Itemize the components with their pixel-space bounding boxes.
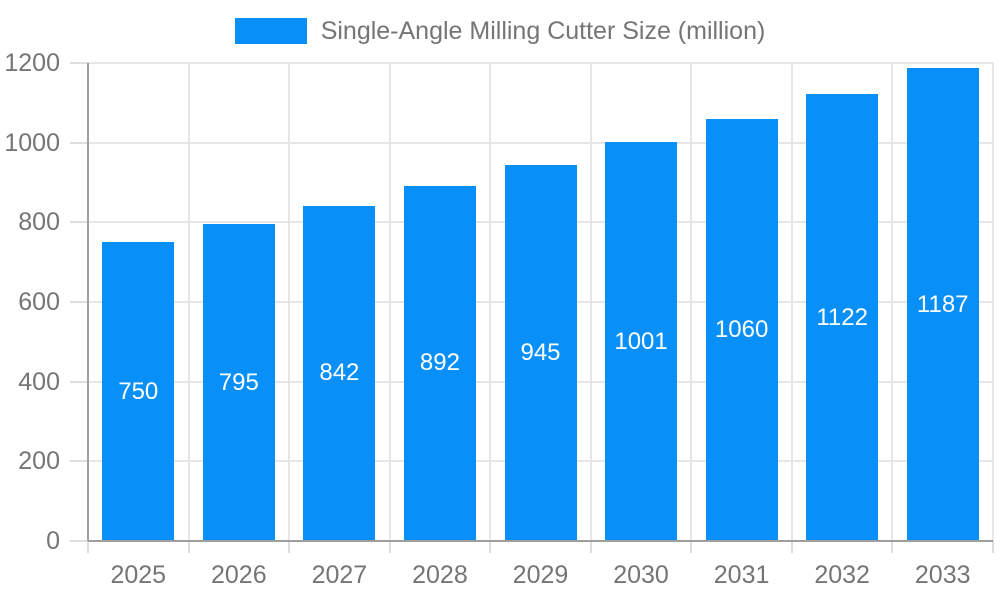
y-axis-tick [70,301,88,303]
x-axis-tick [489,541,492,553]
y-axis-tick [70,460,88,463]
y-axis-tick [70,221,88,224]
bar-2033: 1187 [906,68,979,541]
bar-value-label: 1060 [714,315,769,343]
x-axis-tick [690,541,693,553]
x-axis-tick [288,541,291,553]
bar-value-label: 1122 [816,303,868,331]
legend-swatch [234,18,307,44]
legend-title: Single-Angle Milling Cutter Size (millio… [320,17,766,45]
v-gridline [187,63,190,541]
y-tick-label: 1200 [4,49,60,77]
v-gridline [589,63,592,541]
bar-value-label: 1001 [614,327,668,355]
y-tick-label: 800 [18,208,60,237]
y-tick-label: 0 [46,527,60,555]
bar-value-label: 795 [218,368,259,396]
y-tick-label: 400 [18,367,60,396]
x-tick-label: 2030 [613,561,669,589]
bar-value-label: 750 [118,377,159,405]
x-axis-tick [992,541,994,553]
bar-2025: 750 [102,242,175,541]
v-gridline [790,63,793,541]
y-tick-label: 1000 [4,128,60,157]
bar-2027: 842 [303,205,376,541]
bar-2028: 892 [403,185,476,541]
x-tick-label: 2025 [110,561,167,589]
x-axis-tick [589,541,592,553]
x-axis-tick [87,541,89,553]
v-gridline [690,63,693,541]
x-axis-line [88,540,993,542]
x-axis-tick [891,541,894,553]
h-gridline [88,141,993,144]
v-gridline [288,63,291,541]
chart-legend: Single-Angle Milling Cutter Size (millio… [0,16,1000,46]
v-gridline [891,63,894,541]
x-tick-label: 2029 [512,561,569,589]
y-axis-tick [70,62,88,64]
y-tick-label: 600 [18,288,60,316]
bar-2032: 1122 [806,94,879,541]
y-axis-tick [70,540,88,542]
bar-2031: 1060 [705,118,778,541]
v-gridline [489,63,492,541]
v-gridline [992,63,994,541]
bar-value-label: 945 [520,338,561,366]
x-axis-tick [187,541,190,553]
bar-value-label: 842 [319,359,360,387]
bar-value-label: 1187 [916,290,969,318]
y-axis-line [87,63,89,541]
y-axis-tick [70,380,88,383]
y-tick-label: 200 [18,447,60,476]
bar-value-label: 892 [419,349,460,377]
x-tick-label: 2032 [814,561,870,589]
bar-2030: 1001 [605,142,678,541]
v-gridline [388,63,391,541]
h-gridline [88,62,993,64]
x-tick-label: 2031 [713,561,770,589]
bar-2029: 945 [504,164,577,541]
x-tick-label: 2027 [311,561,368,589]
y-axis-tick [70,141,88,144]
x-tick-label: 2026 [211,561,267,589]
x-axis-tick [790,541,793,553]
x-tick-label: 2028 [412,561,468,589]
plot-area: 0 200 400 600 800 1000 1200 750 2025 795 2026 842 20… [4,49,994,589]
x-axis-tick [388,541,391,553]
x-tick-label: 2033 [914,561,971,589]
bar-2026: 795 [202,224,275,541]
